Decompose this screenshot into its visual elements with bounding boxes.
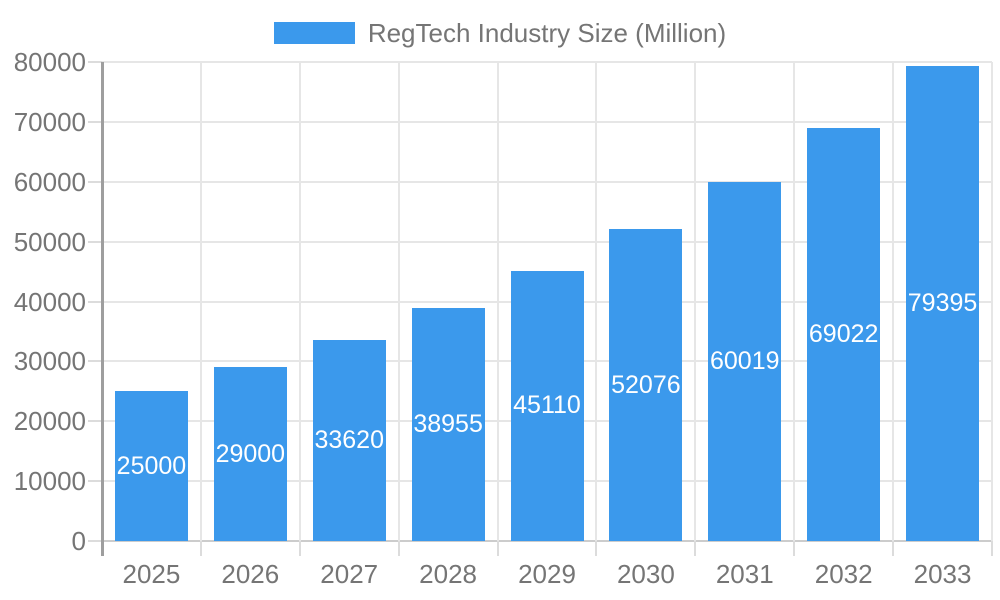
- x-axis-label: 2033: [913, 559, 972, 589]
- bar: 38955: [411, 307, 485, 541]
- gridline-vertical: [694, 62, 697, 541]
- bar: 33620: [312, 339, 386, 541]
- bar-value-label: 45110: [513, 391, 581, 420]
- y-axis-tick: [88, 480, 102, 483]
- bar: 25000: [114, 391, 188, 541]
- x-axis-label: 2026: [221, 559, 280, 589]
- gridline-horizontal: [102, 180, 992, 183]
- x-axis-tick: [298, 541, 301, 556]
- bar-value-label: 52076: [611, 370, 681, 399]
- baseline: [102, 540, 992, 542]
- bar-value-label: 29000: [215, 439, 286, 468]
- y-axis-tick: [88, 61, 102, 63]
- y-axis-label: 70000: [13, 106, 86, 137]
- x-axis-label: 2031: [715, 559, 774, 589]
- y-axis-label: 20000: [13, 406, 86, 437]
- bar: 29000: [213, 367, 287, 541]
- x-axis-tick: [892, 541, 895, 556]
- gridline-vertical: [595, 62, 598, 541]
- y-axis-line: [101, 62, 104, 556]
- x-axis-label: 2027: [320, 559, 379, 589]
- y-axis-label: 10000: [13, 466, 86, 497]
- x-axis-label: 2025: [122, 559, 181, 589]
- x-axis-tick: [793, 541, 796, 556]
- bar: 45110: [510, 270, 584, 541]
- bar-value-label: 69022: [808, 319, 879, 348]
- x-axis-tick: [694, 541, 697, 556]
- y-axis-label: 30000: [13, 346, 86, 377]
- gridline-horizontal: [102, 61, 992, 63]
- x-axis-tick: [199, 541, 202, 556]
- bar-value-label: 60019: [710, 346, 780, 375]
- gridline-vertical: [793, 62, 796, 541]
- bar-value-label: 25000: [116, 451, 187, 480]
- y-axis-tick: [88, 420, 102, 423]
- gridline-horizontal: [102, 120, 992, 123]
- y-axis-label: 80000: [13, 47, 86, 77]
- gridline-vertical: [991, 62, 993, 541]
- y-axis-label: 50000: [13, 226, 86, 257]
- x-axis-tick: [991, 541, 993, 556]
- bar: 79395: [906, 65, 980, 541]
- gridline-vertical: [298, 62, 301, 541]
- y-axis-label: 40000: [13, 286, 86, 317]
- y-axis-label: 60000: [13, 166, 86, 197]
- bar-value-label: 38955: [413, 409, 483, 438]
- bar: 60019: [708, 181, 782, 541]
- x-axis-tick: [397, 541, 400, 556]
- y-axis-tick: [88, 120, 102, 123]
- legend-label: RegTech Industry Size (Million): [367, 18, 727, 48]
- x-axis-label: 2030: [616, 559, 675, 589]
- legend: RegTech Industry Size (Million): [0, 19, 1000, 47]
- bar-value-label: 33620: [314, 425, 384, 454]
- x-axis-label: 2029: [518, 559, 576, 589]
- bar: 69022: [807, 127, 881, 541]
- bar: 52076: [609, 229, 683, 541]
- gridline-horizontal: [102, 240, 992, 243]
- gridline-vertical: [397, 62, 400, 541]
- legend-swatch: [273, 22, 355, 44]
- y-axis-label: 0: [71, 526, 86, 556]
- x-axis-tick: [595, 541, 598, 556]
- y-axis-tick: [88, 180, 102, 183]
- bar-value-label: 79395: [907, 288, 978, 317]
- x-axis-label: 2032: [814, 559, 873, 589]
- y-axis-tick: [88, 240, 102, 243]
- y-axis-tick: [88, 360, 102, 363]
- gridline-vertical: [892, 62, 895, 541]
- gridline-vertical: [199, 62, 202, 541]
- x-axis-tick: [496, 541, 499, 556]
- x-axis-label: 2028: [419, 559, 478, 589]
- gridline-vertical: [496, 62, 499, 541]
- y-axis-tick: [88, 540, 102, 542]
- y-axis-tick: [88, 300, 102, 303]
